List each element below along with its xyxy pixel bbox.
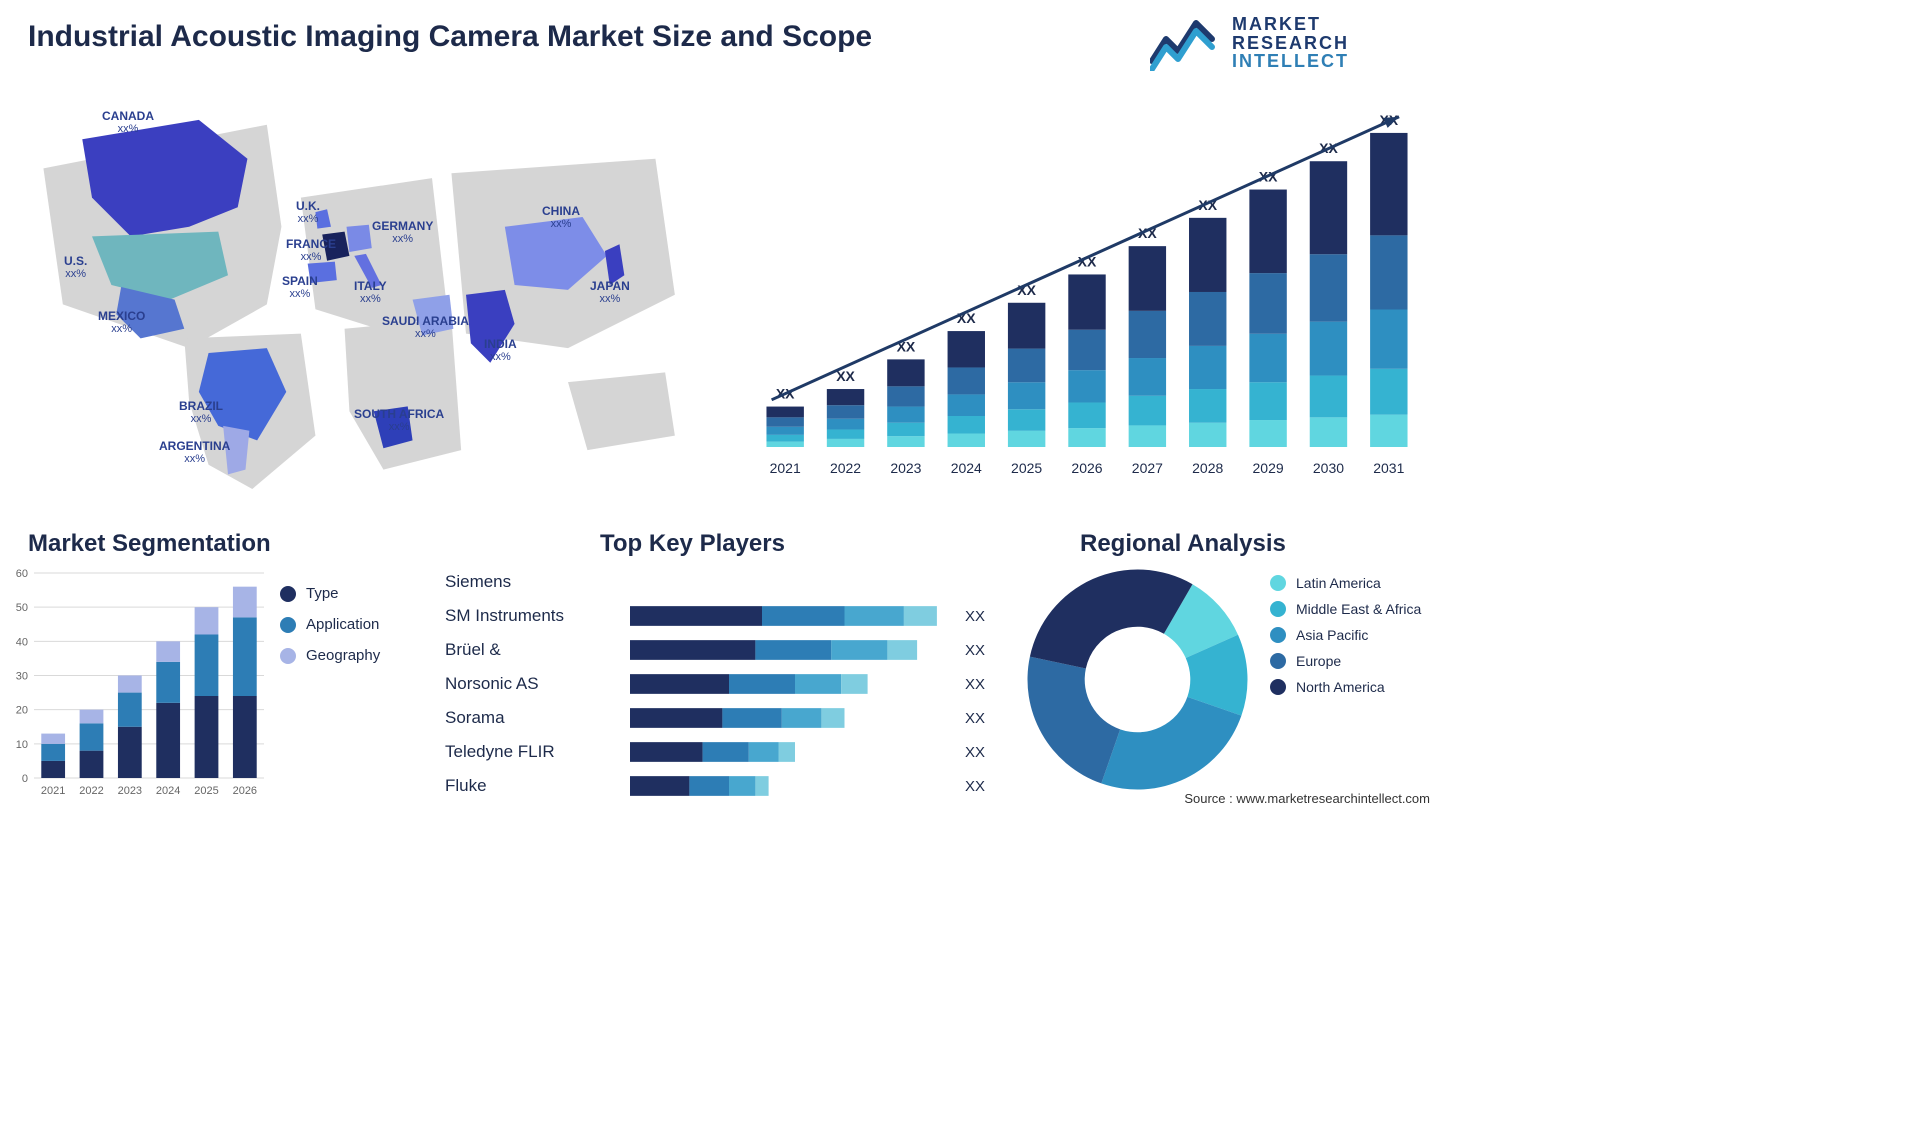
player-name: Norsonic AS: [445, 667, 615, 701]
svg-text:2030: 2030: [1313, 460, 1344, 476]
map-label: ITALYxx%: [354, 280, 387, 305]
svg-text:2026: 2026: [1071, 460, 1102, 476]
legend-label: Europe: [1296, 653, 1341, 669]
player-name: Teledyne FLIR: [445, 735, 615, 769]
map-label: SPAINxx%: [282, 275, 318, 300]
world-map: CANADAxx% U.S.xx% MEXICOxx% BRAZILxx% ARGENT…: [24, 80, 704, 490]
segmentation-legend: Type Application Geography: [280, 585, 420, 678]
svg-text:0: 0: [22, 773, 28, 785]
svg-text:2024: 2024: [156, 785, 180, 797]
legend-label: Asia Pacific: [1296, 627, 1368, 643]
player-name: Sorama: [445, 701, 615, 735]
legend-swatch-icon: [280, 586, 296, 602]
map-label: SAUDI ARABIAxx%: [382, 315, 469, 340]
segmentation-chart: 0 10 20 30 40 50 60 2021 2022 2023 2024 2025 2026: [8, 565, 268, 800]
legend-label: Application: [306, 616, 379, 633]
legend-label: Type: [306, 585, 339, 602]
key-players-labels: SiemensSM InstrumentsBrüel &Norsonic ASS…: [445, 565, 615, 803]
legend-swatch-icon: [1270, 601, 1286, 617]
legend-item: Geography: [280, 647, 420, 664]
player-value: XX: [965, 735, 1005, 769]
map-label: GERMANYxx%: [372, 220, 433, 245]
player-name: SM Instruments: [445, 599, 615, 633]
legend-item: Latin America: [1270, 575, 1440, 591]
legend-item: Type: [280, 585, 420, 602]
map-label: U.K.xx%: [296, 200, 320, 225]
legend-swatch-icon: [1270, 575, 1286, 591]
map-label: BRAZILxx%: [179, 400, 223, 425]
svg-text:2022: 2022: [830, 460, 861, 476]
legend-item: North America: [1270, 679, 1440, 695]
svg-text:2025: 2025: [1011, 460, 1042, 476]
svg-text:60: 60: [16, 568, 28, 580]
svg-text:2023: 2023: [118, 785, 142, 797]
legend-swatch-icon: [1270, 679, 1286, 695]
player-name: Brüel &: [445, 633, 615, 667]
legend-label: Latin America: [1296, 575, 1381, 591]
legend-swatch-icon: [280, 648, 296, 664]
legend-label: Middle East & Africa: [1296, 601, 1421, 617]
svg-text:2027: 2027: [1132, 460, 1163, 476]
map-label: MEXICOxx%: [98, 310, 145, 335]
player-value: XX: [965, 769, 1005, 803]
legend-item: Asia Pacific: [1270, 627, 1440, 643]
logo-mark-icon: [1150, 15, 1220, 71]
legend-label: Geography: [306, 647, 380, 664]
svg-text:2021: 2021: [770, 460, 801, 476]
svg-text:40: 40: [16, 636, 28, 648]
svg-text:2026: 2026: [233, 785, 257, 797]
svg-text:2029: 2029: [1253, 460, 1284, 476]
map-region-germany: [347, 225, 372, 252]
legend-swatch-icon: [1270, 627, 1286, 643]
svg-text:2022: 2022: [79, 785, 103, 797]
svg-text:2023: 2023: [890, 460, 921, 476]
legend-item: Europe: [1270, 653, 1440, 669]
map-label: SOUTH AFRICAxx%: [354, 408, 444, 433]
player-name: Fluke: [445, 769, 615, 803]
player-value: [965, 565, 1005, 599]
svg-text:2028: 2028: [1192, 460, 1223, 476]
legend-swatch-icon: [1270, 653, 1286, 669]
player-value: XX: [965, 667, 1005, 701]
map-label: U.S.xx%: [64, 255, 87, 280]
page-title: Industrial Acoustic Imaging Camera Marke…: [28, 20, 872, 54]
map-label: CHINAxx%: [542, 205, 580, 230]
svg-text:50: 50: [16, 602, 28, 614]
regional-legend: Latin America Middle East & Africa Asia Pa…: [1270, 575, 1440, 705]
key-players-title: Top Key Players: [600, 530, 785, 558]
legend-label: North America: [1296, 679, 1385, 695]
svg-text:2021: 2021: [41, 785, 65, 797]
map-label: JAPANxx%: [590, 280, 630, 305]
legend-item: Application: [280, 616, 420, 633]
svg-text:2025: 2025: [194, 785, 218, 797]
player-name: Siemens: [445, 565, 615, 599]
map-label: INDIAxx%: [484, 338, 517, 363]
logo-text: MARKET RESEARCH INTELLECT: [1232, 15, 1349, 72]
svg-text:2031: 2031: [1373, 460, 1404, 476]
svg-text:2024: 2024: [951, 460, 982, 476]
player-value: XX: [965, 633, 1005, 667]
brand-logo: MARKET RESEARCH INTELLECT: [1150, 8, 1430, 78]
legend-item: Middle East & Africa: [1270, 601, 1440, 617]
map-label: CANADAxx%: [102, 110, 154, 135]
player-value: XX: [965, 701, 1005, 735]
regional-donut-chart: [1020, 562, 1255, 797]
svg-text:30: 30: [16, 671, 28, 683]
player-value: XX: [965, 599, 1005, 633]
map-label: ARGENTINAxx%: [159, 440, 230, 465]
segmentation-title: Market Segmentation: [28, 530, 271, 558]
source-attribution: Source : www.marketresearchintellect.com: [1184, 791, 1430, 806]
svg-text:10: 10: [16, 739, 28, 751]
legend-swatch-icon: [280, 617, 296, 633]
regional-title: Regional Analysis: [1080, 530, 1286, 558]
key-players-values: XXXXXXXXXXXX: [965, 565, 1005, 803]
map-label: FRANCExx%: [286, 238, 336, 263]
market-size-chart: XX2021XX2022XX2023XX2024XX2025XX2026XX20…: [745, 90, 1425, 485]
key-players-chart: [630, 565, 960, 803]
svg-text:20: 20: [16, 705, 28, 717]
